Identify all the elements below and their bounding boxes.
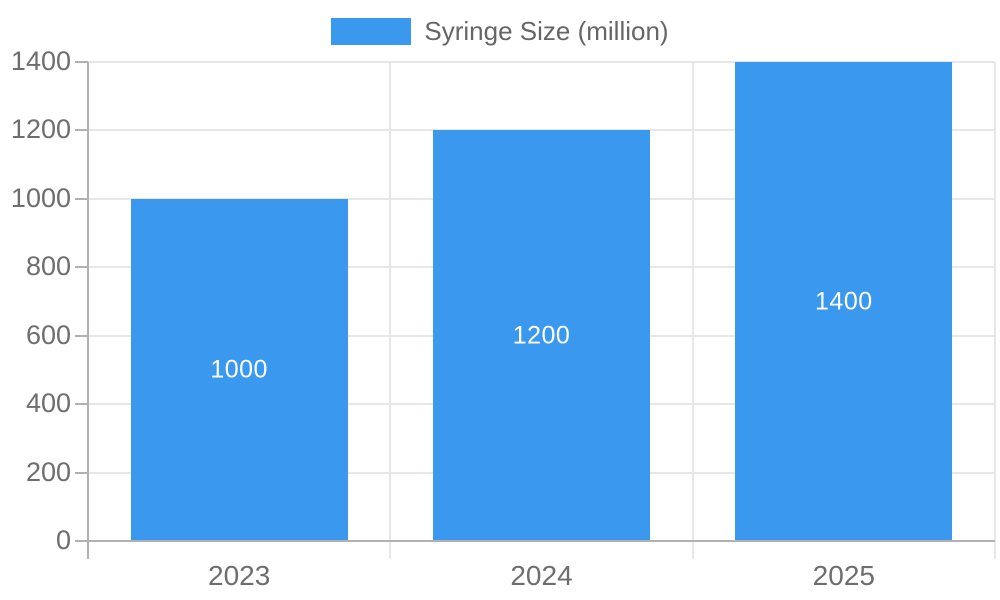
y-axis-tick-label: 400 bbox=[25, 388, 71, 419]
y-tick-mark bbox=[75, 197, 88, 200]
y-tick-mark bbox=[75, 129, 88, 132]
bar-2024 bbox=[433, 130, 650, 541]
y-axis-line bbox=[87, 62, 89, 559]
y-tick-mark bbox=[75, 334, 88, 337]
x-axis-line bbox=[88, 540, 995, 542]
y-tick-mark bbox=[75, 540, 88, 542]
x-axis-category-label: 2024 bbox=[510, 560, 573, 591]
y-axis-tick-label: 600 bbox=[25, 319, 71, 350]
bar-value-label: 1400 bbox=[815, 287, 873, 315]
y-axis-tick-label: 0 bbox=[55, 524, 71, 555]
y-axis-tick-label: 1000 bbox=[10, 182, 71, 213]
legend: Syringe Size (million) bbox=[0, 16, 1000, 47]
y-tick-mark bbox=[75, 471, 88, 474]
y-tick-mark bbox=[75, 266, 88, 269]
bar-value-label: 1000 bbox=[210, 355, 268, 384]
y-axis-tick-label: 1400 bbox=[10, 45, 71, 76]
legend-label: Syringe Size (million) bbox=[424, 16, 669, 46]
y-axis-tick-label: 200 bbox=[25, 456, 71, 487]
y-axis-tick-label: 1200 bbox=[10, 114, 71, 145]
y-tick-mark bbox=[75, 403, 88, 406]
x-gridline bbox=[994, 62, 996, 559]
x-gridline bbox=[691, 62, 694, 559]
x-axis-category-label: 2025 bbox=[812, 560, 875, 591]
bar-2023 bbox=[130, 198, 348, 541]
y-tick-mark bbox=[75, 61, 88, 63]
bar-2025 bbox=[735, 62, 953, 541]
bar-value-label: 1200 bbox=[512, 321, 571, 350]
y-axis-tick-label: 800 bbox=[25, 251, 71, 282]
y-gridline bbox=[88, 61, 995, 63]
legend-color-swatch bbox=[331, 18, 412, 45]
x-gridline bbox=[389, 62, 392, 559]
x-axis-category-label: 2023 bbox=[208, 560, 271, 591]
